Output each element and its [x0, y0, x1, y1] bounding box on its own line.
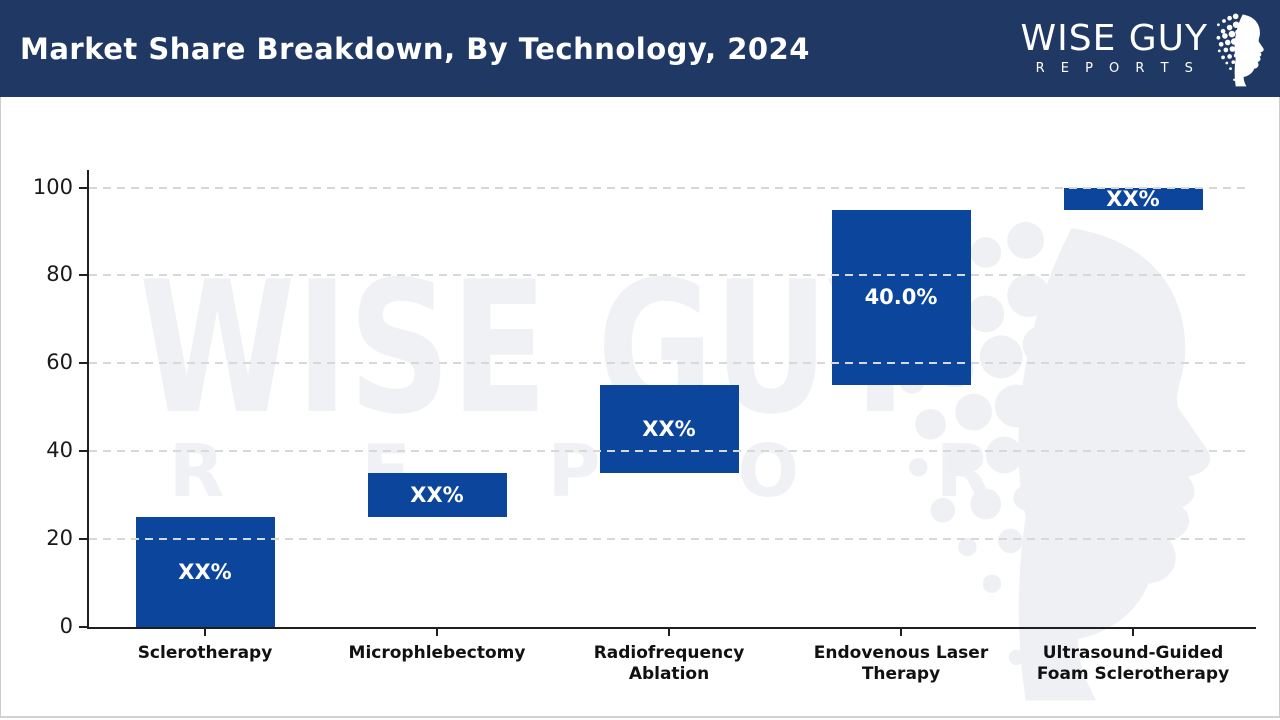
- header: Market Share Breakdown, By Technology, 2…: [0, 0, 1280, 97]
- y-axis: [87, 170, 89, 629]
- y-tick-label: 0: [59, 614, 73, 638]
- gridline: [89, 274, 1249, 277]
- x-tick-label: Endovenous Laser Therapy: [813, 643, 989, 685]
- y-tick-mark: [79, 538, 87, 541]
- y-tick-label: 40: [46, 438, 73, 463]
- logo-head-icon: [1216, 13, 1264, 86]
- x-tick-mark: [204, 629, 206, 636]
- bar: XX%: [599, 385, 739, 474]
- y-tick-mark: [79, 186, 87, 189]
- bar: XX%: [1063, 186, 1203, 211]
- x-tick-label: Sclerotherapy: [137, 643, 273, 663]
- bar-value-label: XX%: [178, 560, 232, 585]
- x-tick-mark: [900, 629, 902, 636]
- gridline: [89, 362, 1249, 365]
- bar-chart: 0 20 40 60 80 100 XX% Sclerotherapy XX% Microphle…: [33, 170, 1256, 684]
- logo-brand-text: WISE GUY: [1020, 18, 1208, 59]
- x-tick-label: Radiofrequency Ablation: [593, 643, 745, 685]
- chart-region: WISE GUY R E P O R T S 020406080100XX%Sc…: [0, 97, 1280, 718]
- y-tick-mark: [79, 274, 87, 277]
- x-axis: [87, 627, 1256, 629]
- bar-value-label: 40.0%: [864, 285, 938, 310]
- x-tick-mark: [668, 629, 670, 636]
- y-tick-label: 60: [46, 350, 73, 375]
- y-tick-mark: [79, 450, 87, 453]
- gridline: [89, 186, 1249, 189]
- y-tick-mark: [79, 626, 87, 628]
- logo: WISE GUY R E P O R T S: [1021, 0, 1267, 97]
- bar: XX%: [135, 517, 275, 627]
- x-tick-label: Microphlebectomy: [348, 643, 526, 663]
- y-tick-label: 20: [46, 526, 73, 551]
- y-tick-label: 80: [46, 262, 73, 287]
- y-tick-mark: [79, 362, 87, 365]
- logo-sub-text: R E P O R T S: [1035, 61, 1199, 76]
- x-tick-mark: [1132, 629, 1134, 636]
- bar-value-label: XX%: [410, 483, 464, 508]
- x-tick-label: Ultrasound-Guided Foam Sclerotherapy: [1036, 643, 1230, 685]
- x-tick-mark: [436, 629, 438, 636]
- bar-value-label: XX%: [642, 417, 696, 442]
- page-title: Market Share Breakdown, By Technology, 2…: [20, 31, 810, 66]
- y-tick-label: 100: [32, 174, 73, 199]
- logo-text: WISE GUY R E P O R T S: [1020, 18, 1209, 77]
- bar: 40.0%: [831, 209, 971, 386]
- gridline: [89, 450, 1249, 453]
- bar-value-label: XX%: [1106, 186, 1160, 211]
- bar: XX%: [367, 473, 507, 518]
- gridline: [89, 538, 1249, 541]
